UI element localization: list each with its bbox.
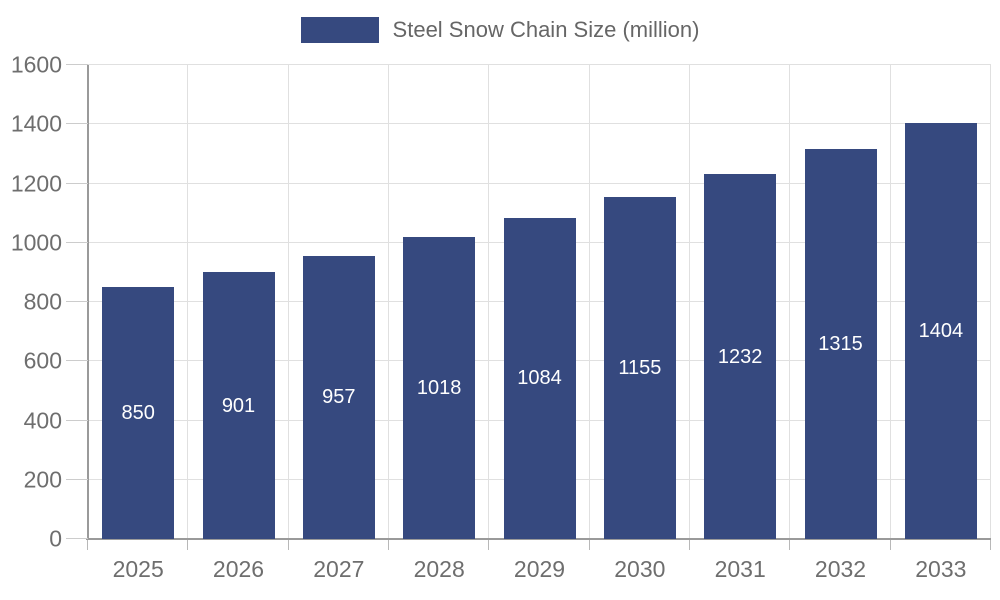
x-axis-tick-label: 2033 bbox=[915, 556, 967, 582]
y-axis-tick-label: 1000 bbox=[10, 229, 62, 256]
h-gridline bbox=[88, 182, 991, 184]
bar-value-label: 1404 bbox=[918, 320, 964, 343]
bar-value-label: 1315 bbox=[818, 333, 863, 356]
x-axis-tick bbox=[388, 540, 389, 550]
bar-value-label: 1084 bbox=[517, 367, 562, 390]
v-gridline bbox=[588, 65, 590, 539]
y-axis-tick bbox=[66, 301, 88, 302]
x-axis-tick-label: 2025 bbox=[112, 556, 164, 582]
x-axis-line bbox=[86, 538, 991, 540]
v-gridline bbox=[990, 65, 991, 539]
y-axis-tick-label: 1400 bbox=[10, 110, 62, 137]
legend-swatch-icon bbox=[300, 17, 379, 43]
y-axis-tick bbox=[66, 241, 88, 243]
bar-2032: 1315 bbox=[804, 149, 877, 539]
x-axis-tick bbox=[990, 540, 991, 550]
y-axis-tick bbox=[66, 123, 88, 125]
bar-2025: 850 bbox=[102, 287, 175, 539]
y-axis-tick bbox=[66, 182, 88, 184]
x-axis-tick bbox=[187, 540, 189, 550]
y-axis-tick-label: 800 bbox=[23, 288, 62, 315]
bar-value-label: 901 bbox=[221, 394, 256, 417]
x-axis-tick-label: 2028 bbox=[413, 556, 465, 582]
bar-value-label: 850 bbox=[121, 402, 155, 425]
y-axis-line bbox=[87, 65, 89, 539]
bar-value-label: 1155 bbox=[618, 356, 662, 379]
x-axis-tick-label: 2032 bbox=[814, 556, 867, 582]
bar-2031: 1232 bbox=[704, 174, 777, 539]
v-gridline bbox=[889, 65, 891, 539]
y-axis-tick bbox=[66, 419, 88, 421]
chart-legend[interactable]: Steel Snow Chain Size (million) bbox=[0, 17, 1000, 43]
y-axis-tick-label: 400 bbox=[23, 407, 62, 433]
y-axis-tick bbox=[66, 478, 88, 480]
x-axis-tick bbox=[287, 540, 289, 550]
x-axis-tick-label: 2027 bbox=[313, 556, 365, 582]
x-axis-tick bbox=[488, 540, 490, 550]
x-axis-tick-label: 2026 bbox=[212, 556, 265, 582]
v-gridline bbox=[488, 65, 490, 539]
plot-area: 850 901 957 1018 1084 1155 1232 1315 1404 0 200 40… bbox=[11, 52, 991, 582]
y-axis-tick bbox=[66, 64, 88, 65]
x-axis-tick bbox=[889, 540, 891, 550]
x-axis-tick-label: 2030 bbox=[614, 556, 666, 582]
bar-2028: 1018 bbox=[403, 237, 476, 539]
bar-2033: 1404 bbox=[904, 123, 977, 539]
bar-2026: 901 bbox=[202, 272, 275, 539]
h-gridline bbox=[88, 123, 991, 125]
x-axis-tick bbox=[87, 540, 88, 550]
bar-2029: 1084 bbox=[503, 217, 576, 539]
bar-value-label: 957 bbox=[322, 386, 356, 409]
x-axis-tick bbox=[789, 540, 791, 550]
bar-2027: 957 bbox=[302, 255, 375, 539]
y-axis-tick-label: 600 bbox=[23, 347, 62, 374]
y-axis-tick-label: 1200 bbox=[10, 170, 62, 196]
y-axis-tick bbox=[66, 360, 88, 362]
x-axis-tick-label: 2029 bbox=[513, 556, 566, 582]
y-axis-tick-label: 1600 bbox=[10, 51, 62, 78]
v-gridline bbox=[689, 65, 690, 539]
x-axis-tick bbox=[588, 540, 590, 550]
v-gridline bbox=[388, 65, 389, 539]
bar-value-label: 1018 bbox=[416, 377, 462, 400]
x-axis-tick-label: 2031 bbox=[714, 556, 766, 582]
h-gridline bbox=[88, 64, 991, 65]
legend-label: Steel Snow Chain Size (million) bbox=[392, 17, 700, 42]
v-gridline bbox=[187, 65, 189, 539]
y-axis-tick bbox=[66, 538, 88, 539]
v-gridline bbox=[287, 65, 289, 539]
x-axis-tick bbox=[689, 540, 690, 550]
bar-value-label: 1232 bbox=[717, 345, 763, 368]
v-gridline bbox=[789, 65, 791, 539]
y-axis-tick-label: 200 bbox=[23, 466, 62, 493]
y-axis-tick-label: 0 bbox=[49, 525, 62, 552]
bar-2030: 1155 bbox=[603, 196, 676, 539]
